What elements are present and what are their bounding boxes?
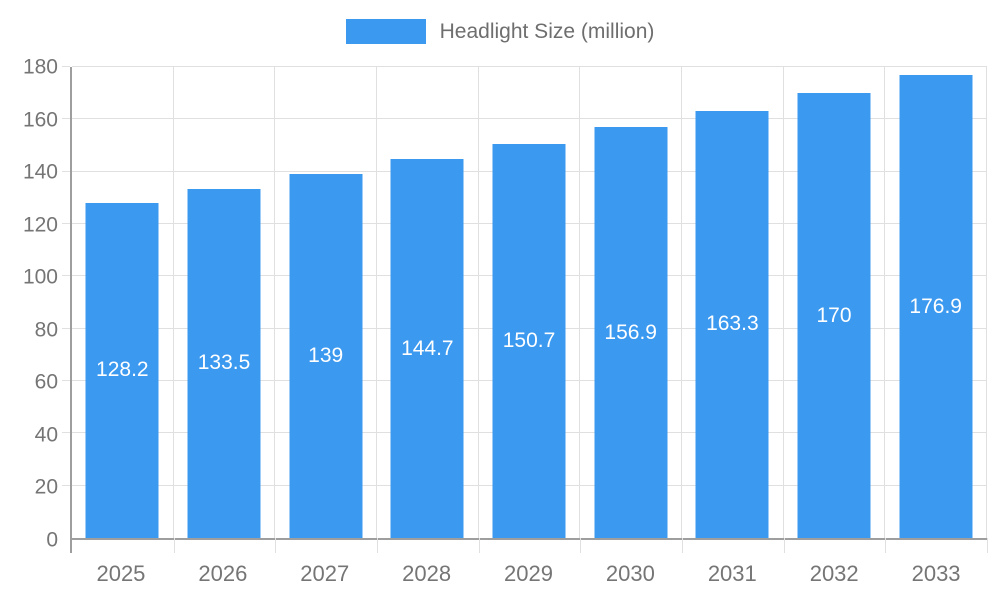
y-tick-label: 60: [34, 370, 58, 394]
bar-value-label: 176.9: [909, 294, 962, 318]
x-tick-2025: [173, 538, 175, 553]
x-axis-labels: 2025 2026 2027 2028 2029 2030 2031 2032 2033: [70, 556, 987, 592]
bar-2030[interactable]: 156.9: [594, 127, 668, 538]
bar-value-label: 139: [308, 344, 344, 368]
legend-swatch: [345, 18, 426, 44]
y-tick-label: 20: [34, 475, 58, 499]
x-tick-label: 2033: [911, 561, 961, 586]
category-cell-2032: 170: [784, 67, 886, 538]
y-tick-label: 120: [22, 213, 58, 237]
y-tick-label: 100: [22, 265, 58, 289]
bar-2029[interactable]: 150.7: [492, 143, 566, 538]
x-tick-label: 2027: [300, 561, 350, 586]
category-cell-2033: 176.9: [885, 67, 988, 538]
x-tick-2029: [580, 538, 582, 553]
category-cell-2026: 133.5: [174, 67, 276, 538]
bar-2026[interactable]: 133.5: [187, 188, 261, 538]
gridline-y-160: [72, 118, 987, 120]
bar-value-label: 150.7: [502, 328, 556, 352]
x-tick-2031: [783, 538, 785, 553]
y-tick-140: [62, 170, 70, 172]
bar-value-label: 144.7: [401, 336, 454, 360]
category-cell-2030: 156.9: [580, 67, 683, 538]
bar-value-label: 170: [816, 303, 852, 327]
category-cell-2031: 163.3: [682, 67, 784, 538]
y-tick-20: [62, 484, 70, 486]
bar-2032[interactable]: 170: [797, 93, 871, 538]
x-tick-label: 2025: [96, 561, 146, 586]
x-tick-label: 2030: [605, 561, 655, 586]
category-cell-2029: 150.7: [479, 67, 581, 538]
y-tick-label: 0: [46, 528, 58, 552]
x-tick-2032: [885, 538, 887, 553]
bar-2033[interactable]: 176.9: [899, 75, 973, 538]
y-tick-40: [62, 432, 70, 434]
x-tick-label: 2032: [809, 561, 859, 586]
x-axis-origin-tick: [70, 538, 72, 553]
x-tick-label: 2029: [504, 561, 553, 586]
y-tick-60: [62, 380, 70, 382]
y-tick-label: 160: [22, 108, 58, 132]
y-tick-80: [62, 327, 70, 329]
plot-area: 128.2 133.5 139 144.7 150.7 156.9 163.3 170 176.…: [62, 66, 988, 553]
legend[interactable]: Headlight Size (million): [0, 14, 1000, 48]
bar-2025[interactable]: 128.2: [85, 202, 159, 538]
bars-layer: 128.2 133.5 139 144.7 150.7 156.9 163.3 170 176.…: [72, 67, 988, 538]
category-cell-2027: 139: [275, 67, 378, 538]
y-tick-100: [62, 275, 70, 277]
y-tick-160: [62, 118, 70, 120]
y-axis-labels: 0 20 40 60 80 100 120 140 160 180: [0, 57, 58, 551]
y-tick-label: 180: [22, 55, 58, 79]
bar-2028[interactable]: 144.7: [390, 159, 464, 538]
x-tick-2027: [376, 538, 378, 553]
x-tick-2030: [681, 538, 683, 553]
x-tick-2028: [478, 538, 480, 553]
category-cell-2028: 144.7: [377, 67, 479, 538]
bar-2031[interactable]: 163.3: [695, 110, 769, 538]
y-tick-label: 140: [22, 160, 58, 184]
x-tick-2026: [275, 538, 277, 553]
x-tick-label: 2028: [402, 561, 452, 586]
x-tick-label: 2031: [707, 561, 757, 586]
category-cell-2025: 128.2: [72, 67, 174, 538]
bar-value-label: 156.9: [604, 320, 657, 344]
y-tick-120: [62, 223, 70, 225]
gridline-y-180: [72, 66, 987, 67]
bar-value-label: 163.3: [706, 312, 759, 336]
bar-value-label: 133.5: [197, 351, 251, 375]
y-tick-180: [62, 66, 70, 67]
y-tick-label: 80: [34, 318, 58, 342]
bar-2027[interactable]: 139: [289, 174, 363, 538]
x-tick-label: 2026: [198, 561, 248, 586]
legend-label: Headlight Size (million): [439, 19, 655, 43]
y-tick-label: 40: [34, 423, 58, 447]
x-tick-2033: [987, 538, 988, 553]
bar-value-label: 128.2: [96, 358, 149, 382]
